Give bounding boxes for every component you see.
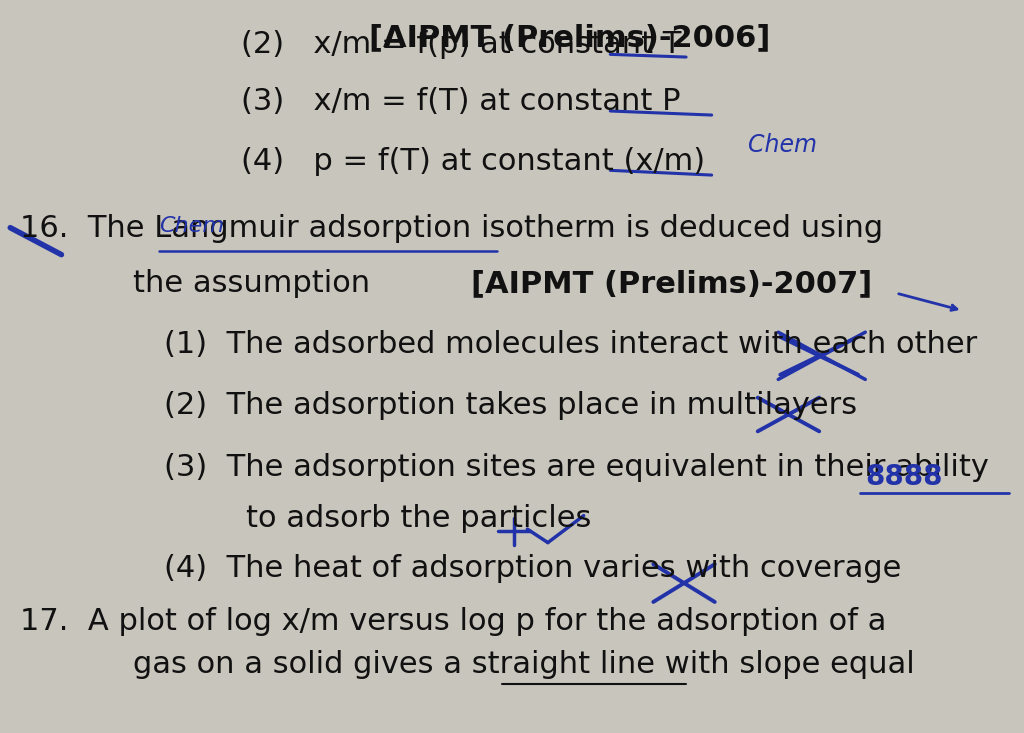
Text: gas on a solid gives a straight line with slope equal: gas on a solid gives a straight line wit…: [133, 650, 914, 679]
Text: (2)   x/m = f(p) at constant T: (2) x/m = f(p) at constant T: [241, 30, 681, 59]
Text: (4)   p = f(T) at constant (x/m): (4) p = f(T) at constant (x/m): [241, 147, 705, 176]
Text: the assumption: the assumption: [133, 270, 371, 298]
Text: (4)  The heat of adsorption varies with coverage: (4) The heat of adsorption varies with c…: [164, 554, 901, 583]
Text: Chem: Chem: [748, 133, 816, 157]
Text: (2)  The adsorption takes place in multilayers: (2) The adsorption takes place in multil…: [164, 391, 857, 420]
Text: to adsorb the particles: to adsorb the particles: [246, 504, 591, 533]
Text: 16.  The Langmuir adsorption isotherm is deduced using: 16. The Langmuir adsorption isotherm is …: [20, 214, 884, 243]
Text: (1)  The adsorbed molecules interact with each other: (1) The adsorbed molecules interact with…: [164, 330, 977, 359]
Text: 17.  A plot of log x/m versus log p for the adsorption of a: 17. A plot of log x/m versus log p for t…: [20, 607, 887, 636]
Text: (3)   x/m = f(T) at constant P: (3) x/m = f(T) at constant P: [241, 87, 680, 117]
Text: [AIPMT (Prelims)-2006]: [AIPMT (Prelims)-2006]: [369, 23, 770, 52]
Text: Chem: Chem: [159, 216, 223, 237]
Text: [AIPMT (Prelims)-2007]: [AIPMT (Prelims)-2007]: [471, 270, 872, 298]
Text: (3)  The adsorption sites are equivalent in their ability: (3) The adsorption sites are equivalent …: [164, 453, 989, 482]
Text: 8888: 8888: [865, 463, 943, 490]
